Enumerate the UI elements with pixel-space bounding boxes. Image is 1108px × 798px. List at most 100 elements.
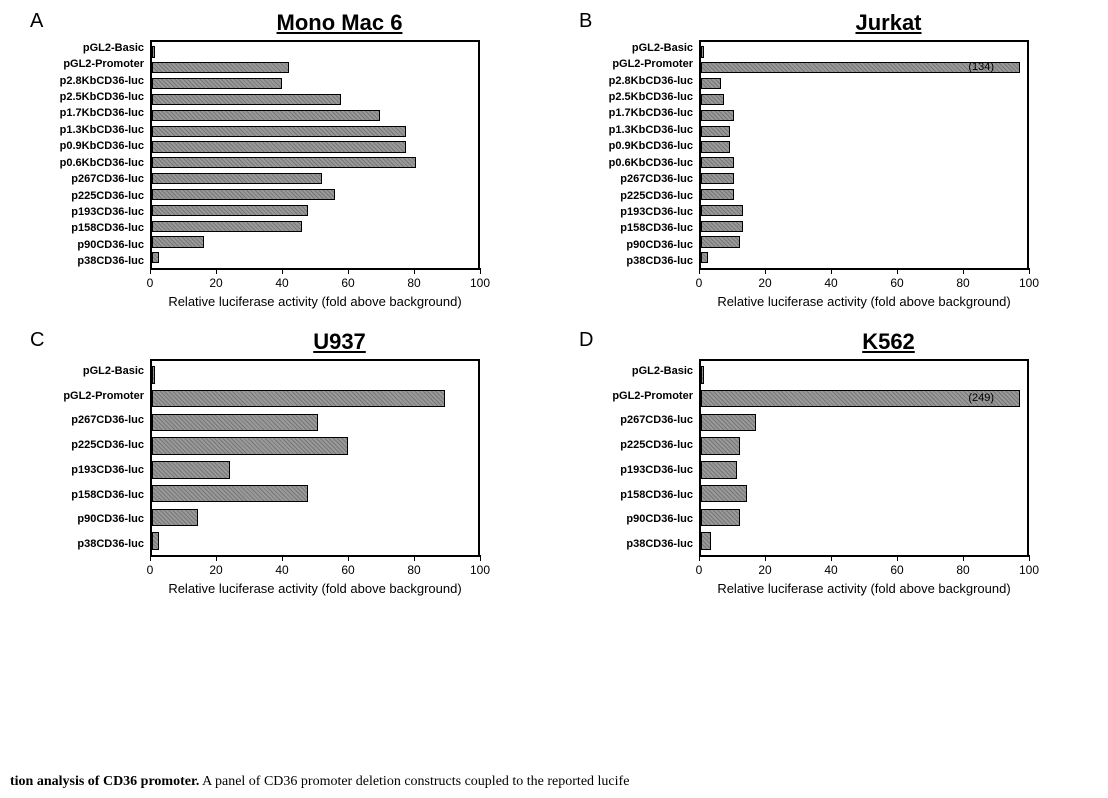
bar-row xyxy=(701,140,1027,154)
figure-caption-fragment: tion analysis of CD36 promoter. A panel … xyxy=(10,774,1098,790)
plot-box xyxy=(150,40,480,270)
y-label: p1.3KbCD36-luc xyxy=(20,123,144,137)
bar-row xyxy=(701,156,1027,170)
y-label: p225CD36-luc xyxy=(569,435,693,457)
bar xyxy=(152,157,416,168)
bar-row xyxy=(152,530,478,552)
y-label: p1.7KbCD36-luc xyxy=(20,107,144,121)
bar-row xyxy=(152,61,478,75)
x-tick xyxy=(216,268,217,274)
x-tick xyxy=(150,555,151,561)
bar xyxy=(701,485,747,503)
y-label: p2.8KbCD36-luc xyxy=(569,74,693,88)
bar xyxy=(152,509,198,527)
chart-title: Mono Mac 6 xyxy=(140,10,539,36)
x-label: 80 xyxy=(407,563,420,577)
chart-area: pGL2-BasicpGL2-Promoterp267CD36-lucp225C… xyxy=(569,359,1088,596)
bar xyxy=(701,189,734,200)
x-labels: 020406080100 xyxy=(699,276,1029,292)
x-tick xyxy=(282,268,283,274)
x-tick xyxy=(480,268,481,274)
chart-area: pGL2-BasicpGL2-Promoterp2.8KbCD36-lucp2.… xyxy=(569,40,1088,309)
bar xyxy=(701,461,737,479)
bars-container xyxy=(152,361,478,555)
bar xyxy=(152,126,406,137)
x-label: 20 xyxy=(758,276,771,290)
y-label: p1.7KbCD36-luc xyxy=(569,107,693,121)
y-label: pGL2-Basic xyxy=(20,360,144,382)
y-label: p158CD36-luc xyxy=(20,484,144,506)
figure-grid: AMono Mac 6pGL2-BasicpGL2-Promoterp2.8Kb… xyxy=(0,0,1108,606)
chart-title: Jurkat xyxy=(689,10,1088,36)
bar xyxy=(152,94,341,105)
x-label: 60 xyxy=(890,276,903,290)
bar xyxy=(152,62,289,73)
y-label: pGL2-Promoter xyxy=(569,58,693,72)
x-label: 100 xyxy=(470,563,490,577)
y-label: p38CD36-luc xyxy=(20,534,144,556)
caption-bold: tion analysis of CD36 promoter. xyxy=(10,774,199,789)
panel-d: DK562pGL2-BasicpGL2-Promoterp267CD36-luc… xyxy=(569,329,1088,596)
x-tick xyxy=(765,268,766,274)
bar xyxy=(701,236,740,247)
bar xyxy=(152,461,230,479)
y-label: p267CD36-luc xyxy=(20,173,144,187)
y-labels: pGL2-BasicpGL2-Promoterp267CD36-lucp225C… xyxy=(569,359,699,557)
y-label: p225CD36-luc xyxy=(20,189,144,203)
bar-row xyxy=(152,235,478,249)
y-label: p193CD36-luc xyxy=(569,459,693,481)
y-label: pGL2-Promoter xyxy=(20,58,144,72)
x-label: 40 xyxy=(275,276,288,290)
plot-box: (249) xyxy=(699,359,1029,557)
x-label: 40 xyxy=(824,563,837,577)
y-label: pGL2-Promoter xyxy=(20,385,144,407)
bar xyxy=(152,390,445,408)
y-label: p2.5KbCD36-luc xyxy=(20,90,144,104)
bars-container xyxy=(701,42,1027,268)
y-label: p2.5KbCD36-luc xyxy=(569,90,693,104)
bar xyxy=(701,173,734,184)
x-tick xyxy=(897,268,898,274)
bar-row xyxy=(701,203,1027,217)
bar-annotation: (134) xyxy=(968,61,994,73)
y-label: p267CD36-luc xyxy=(569,410,693,432)
x-label: 100 xyxy=(470,276,490,290)
bar xyxy=(152,205,308,216)
bar xyxy=(152,221,302,232)
plot-wrap: (249)020406080100Relative luciferase act… xyxy=(699,359,1088,596)
bar-row xyxy=(701,435,1027,457)
bar-row xyxy=(701,530,1027,552)
y-label: p225CD36-luc xyxy=(20,435,144,457)
x-tick xyxy=(831,268,832,274)
x-label: 60 xyxy=(341,563,354,577)
y-label: pGL2-Basic xyxy=(569,360,693,382)
bar-row xyxy=(152,172,478,186)
bar-row xyxy=(152,388,478,410)
x-label: 20 xyxy=(209,276,222,290)
bar xyxy=(152,78,282,89)
x-tick xyxy=(348,555,349,561)
plot-wrap: 020406080100Relative luciferase activity… xyxy=(150,359,539,596)
bar-row xyxy=(152,483,478,505)
x-tick xyxy=(897,555,898,561)
y-label: p225CD36-luc xyxy=(569,189,693,203)
x-labels: 020406080100 xyxy=(150,276,480,292)
y-label: p158CD36-luc xyxy=(569,484,693,506)
y-label: p38CD36-luc xyxy=(569,255,693,269)
y-label: p0.6KbCD36-luc xyxy=(569,156,693,170)
x-tick xyxy=(963,268,964,274)
x-label: 0 xyxy=(147,563,154,577)
bar-row xyxy=(701,459,1027,481)
bar xyxy=(701,78,721,89)
panel-letter: B xyxy=(579,10,592,33)
y-label: p193CD36-luc xyxy=(569,205,693,219)
y-label: p38CD36-luc xyxy=(569,534,693,556)
y-label: p267CD36-luc xyxy=(569,173,693,187)
bar xyxy=(152,46,155,57)
bar xyxy=(701,157,734,168)
bar xyxy=(152,532,159,550)
bar-row xyxy=(152,77,478,91)
x-tick xyxy=(480,555,481,561)
y-label: p158CD36-luc xyxy=(20,222,144,236)
x-label: 0 xyxy=(147,276,154,290)
